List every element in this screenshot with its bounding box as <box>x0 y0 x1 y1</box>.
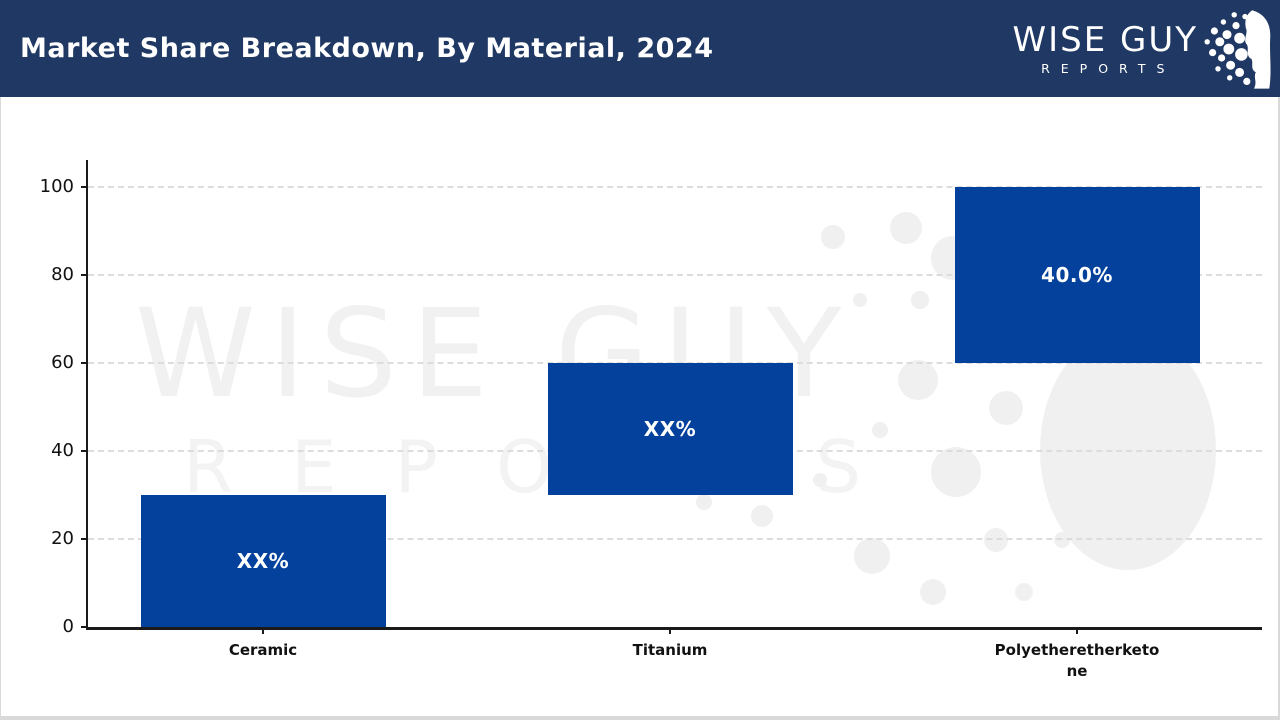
logo-text: WISE GUY REPORTS <box>1012 22 1198 76</box>
x-tick-1 <box>262 627 264 634</box>
bar-ceramic: XX% <box>140 495 386 627</box>
y-tick-label-100: 100 <box>39 176 74 197</box>
y-tick-label-20: 20 <box>51 528 74 549</box>
logo-wordmark: WISE GUY <box>1012 20 1198 60</box>
y-tick-label-0: 0 <box>62 616 74 637</box>
bar-value-label: 40.0% <box>1041 263 1113 287</box>
x-tick-2 <box>669 627 671 634</box>
gridline-80 <box>88 274 1262 276</box>
y-tick-40 <box>81 450 88 452</box>
bar-value-label: XX% <box>236 549 290 573</box>
gridline-20 <box>88 538 1262 540</box>
y-tick-100 <box>81 186 88 188</box>
x-tick-label-2: Titanium <box>632 641 708 659</box>
logo-subtext: REPORTS <box>1041 61 1176 76</box>
x-tick-label-3: Polyetheretherketo ne <box>994 641 1160 680</box>
page-title: Market Share Breakdown, By Material, 202… <box>20 33 714 64</box>
bottom-border <box>0 716 1280 720</box>
left-border <box>0 97 1 720</box>
wiseguy-logo: WISE GUY REPORTS <box>1012 5 1272 93</box>
y-tick-60 <box>81 362 88 364</box>
logo-face-icon <box>1204 10 1271 89</box>
bar-titanium: XX% <box>547 363 793 495</box>
y-tick-label-60: 60 <box>51 352 74 373</box>
bar-value-label: XX% <box>643 417 697 441</box>
right-border <box>1278 97 1280 720</box>
bar-polyetheretherketone: 40.0% <box>954 187 1200 363</box>
y-tick-label-40: 40 <box>51 440 74 461</box>
x-axis <box>86 627 1262 630</box>
y-tick-label-80: 80 <box>51 264 74 285</box>
y-tick-0 <box>81 626 88 628</box>
y-axis <box>86 160 88 629</box>
x-tick-3 <box>1076 627 1078 634</box>
gridline-100 <box>88 186 1262 188</box>
header-banner: Market Share Breakdown, By Material, 202… <box>0 0 1280 97</box>
y-tick-80 <box>81 274 88 276</box>
x-tick-label-1: Ceramic <box>228 641 298 659</box>
y-tick-20 <box>81 538 88 540</box>
